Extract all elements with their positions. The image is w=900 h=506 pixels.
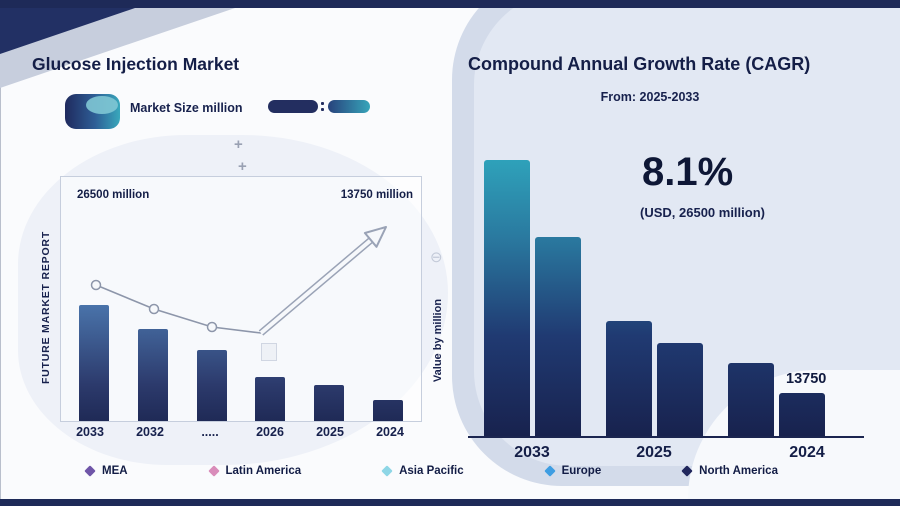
cagr-bar bbox=[484, 160, 530, 436]
market-size-bar-2024 bbox=[372, 400, 403, 421]
x-axis-label: 2025 bbox=[316, 425, 344, 439]
chart-annotation-min: 13750 million bbox=[340, 189, 413, 201]
cagr-bar bbox=[779, 393, 825, 436]
market-size-legend-label: Market Size million bbox=[130, 101, 243, 115]
cagr-bar bbox=[657, 343, 703, 436]
market-size-bar-2026 bbox=[255, 377, 286, 421]
chart-annotation-max: 26500 million bbox=[77, 189, 150, 201]
growth-trend-arrow-icon bbox=[90, 226, 387, 336]
market-size-x-axis: 2033 2032..... 2026 2025 2024 bbox=[60, 425, 420, 439]
market-size-bar-..... bbox=[196, 350, 227, 421]
cagr-bar-group-2025 bbox=[606, 321, 703, 436]
plus-icon: + bbox=[238, 158, 247, 175]
decorative-pill-teal bbox=[328, 100, 370, 113]
circle-minus-icon: ⊖ bbox=[430, 249, 443, 266]
legend-diamond-icon bbox=[681, 465, 693, 477]
right-axis-title: Value by million bbox=[432, 298, 444, 383]
legend-label: Latin America bbox=[225, 465, 302, 477]
plus-icon: + bbox=[234, 136, 243, 153]
page-title: Glucose Injection Market bbox=[32, 54, 240, 74]
market-size-chart: 26500 million 13750 million bbox=[60, 176, 422, 422]
decorative-pill-navy bbox=[268, 100, 318, 113]
cagr-x-axis-line bbox=[468, 436, 864, 438]
decorative-ghost-box bbox=[261, 343, 277, 361]
legend-item-europe: Europe bbox=[543, 465, 602, 477]
cagr-chart-bars bbox=[484, 160, 825, 436]
cagr-value: 8.1% bbox=[642, 150, 734, 194]
x-axis-label: 2032 bbox=[136, 425, 164, 439]
cagr-subtitle: From: 2025-2033 bbox=[600, 90, 700, 104]
cagr-x-axis: 2033 2025 2024 bbox=[0, 444, 900, 466]
cagr-annotation-13750: 13750 bbox=[786, 371, 827, 387]
legend-item-north-america: North America bbox=[681, 465, 778, 477]
market-size-bar-2032 bbox=[137, 329, 168, 421]
top-accent-bar bbox=[0, 0, 900, 8]
region-legend: MEA Latin America Asia Pacific Europe North … bbox=[84, 465, 778, 477]
cagr-bar bbox=[535, 237, 581, 436]
cagr-bar bbox=[606, 321, 652, 436]
legend-item-latin-america: Latin America bbox=[207, 465, 302, 477]
market-size-bar-2025 bbox=[313, 385, 344, 421]
legend-item-asia-pacific: Asia Pacific bbox=[381, 465, 464, 477]
x-axis-label: ..... bbox=[201, 425, 219, 439]
x-axis-label: 2024 bbox=[376, 425, 404, 439]
x-axis-label: 2033 bbox=[76, 425, 104, 439]
legend-diamond-icon bbox=[543, 465, 556, 477]
x-axis-label: 2025 bbox=[636, 444, 672, 461]
legend-diamond-icon bbox=[381, 465, 393, 477]
cagr-title: Compound Annual Growth Rate (CAGR) bbox=[468, 54, 811, 74]
cagr-bar-group-2024 bbox=[728, 363, 825, 436]
cagr-bar-group-2033 bbox=[484, 160, 581, 436]
market-size-cylinder-icon bbox=[64, 90, 122, 137]
legend-label: North America bbox=[699, 465, 778, 477]
legend-label: MEA bbox=[102, 465, 128, 477]
market-size-bar-2033 bbox=[79, 305, 110, 421]
market-size-bars bbox=[65, 181, 417, 421]
legend-diamond-icon bbox=[207, 465, 220, 477]
left-axis-title: FUTURE MARKET REPORT bbox=[40, 230, 52, 385]
legend-diamond-icon bbox=[84, 465, 96, 477]
bottom-accent-bar bbox=[0, 499, 900, 506]
cagr-bar bbox=[728, 363, 774, 436]
cagr-note: (USD, 26500 million) bbox=[640, 205, 765, 220]
legend-item-mea: MEA bbox=[84, 465, 128, 477]
x-axis-label: 2026 bbox=[256, 425, 284, 439]
decorative-pill-separator bbox=[321, 102, 324, 111]
legend-label: Europe bbox=[561, 465, 602, 477]
x-axis-label: 2024 bbox=[789, 444, 825, 461]
legend-label: Asia Pacific bbox=[399, 465, 464, 477]
x-axis-label: 2033 bbox=[514, 444, 550, 461]
